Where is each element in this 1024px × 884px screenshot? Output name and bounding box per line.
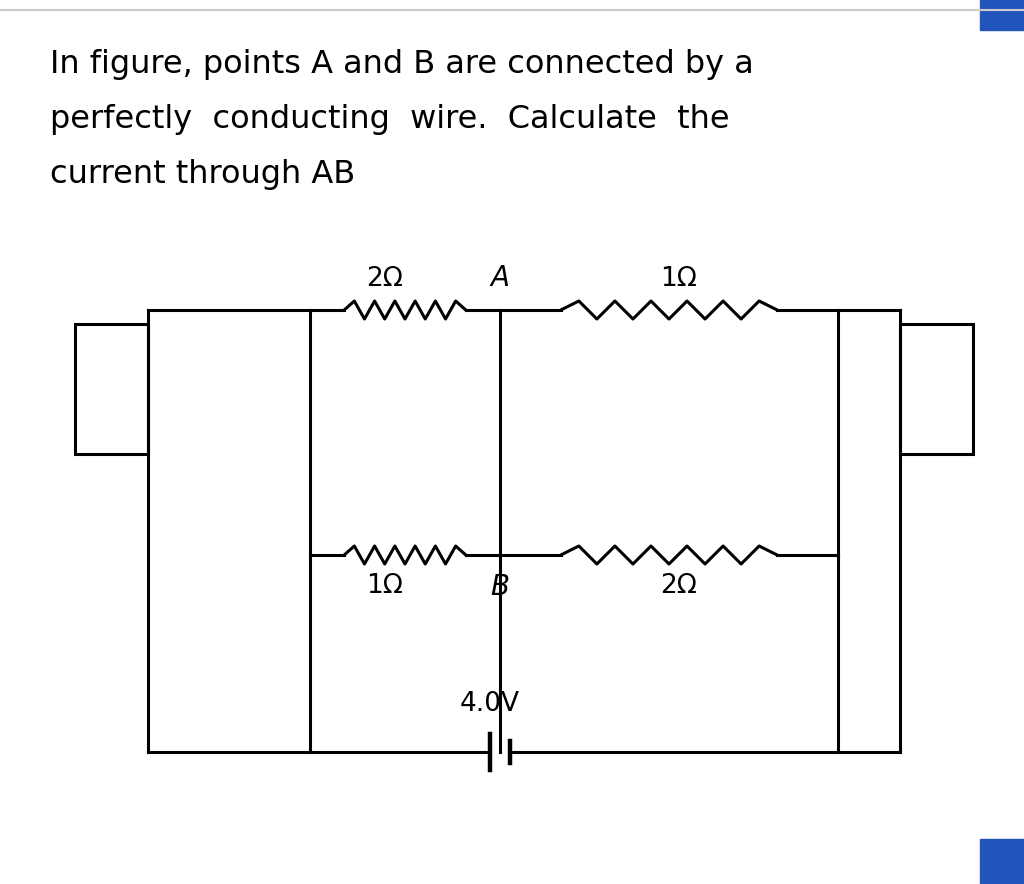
Bar [980,0,1024,30]
Text: current through AB: current through AB [50,159,355,190]
Text: 2Ω: 2Ω [367,266,403,292]
Text: A: A [490,264,510,292]
Text: B: B [490,573,510,601]
Bar [75,324,148,454]
Text: perfectly  conducting  wire.  Calculate  the: perfectly conducting wire. Calculate the [50,104,730,135]
Text: 2Ω: 2Ω [660,573,697,599]
Bar [980,839,1024,884]
Bar [900,324,973,454]
Text: In figure, points A and B are connected by a: In figure, points A and B are connected … [50,49,754,80]
Text: 1Ω: 1Ω [367,573,403,599]
Text: 1Ω: 1Ω [660,266,697,292]
Text: 4.0V: 4.0V [460,691,520,717]
